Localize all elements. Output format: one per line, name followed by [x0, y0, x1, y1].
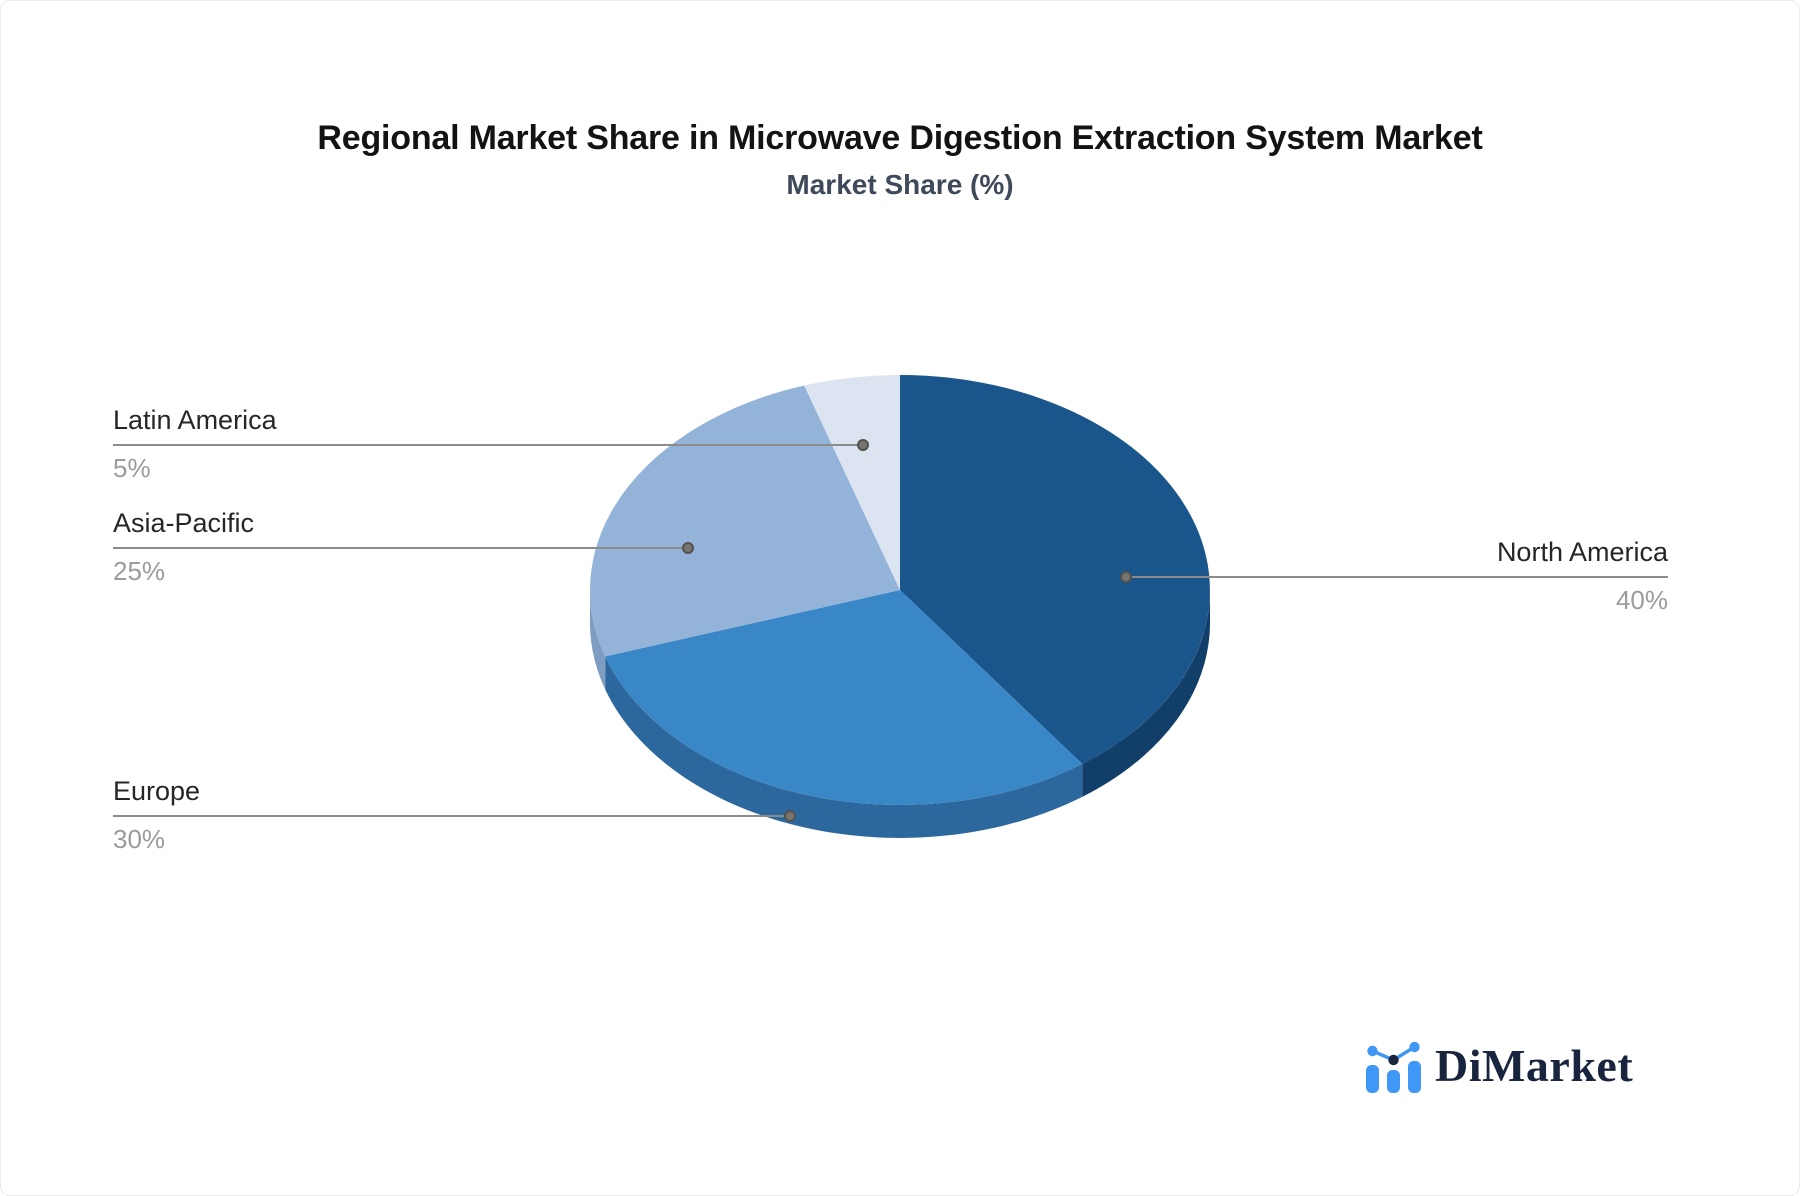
slice-label-latin-america: Latin America	[113, 404, 863, 446]
bar-chart-with-trend-icon	[1366, 1041, 1421, 1093]
chart-subtitle: Market Share (%)	[786, 169, 1014, 200]
pie-slice-europe	[605, 590, 1083, 805]
pie-slice-side-north-america	[1082, 590, 1210, 797]
leader-dot-asia-pacific	[682, 542, 694, 554]
leader-dot-latin-america	[857, 439, 869, 451]
chart-title: Regional Market Share in Microwave Diges…	[317, 119, 1483, 157]
pie-slice-north-america	[900, 375, 1210, 764]
pie-slice-side-asia-pacific	[590, 590, 606, 690]
callout-asia-pacific: Asia-Pacific 25%	[113, 507, 688, 586]
pie-slice-asia-pacific	[590, 385, 900, 657]
slice-percent-asia-pacific: 25%	[113, 556, 166, 586]
slice-label-north-america: North America	[1126, 536, 1668, 578]
pie-slice-latin-america	[804, 375, 900, 590]
slice-label-asia-pacific: Asia-Pacific	[113, 507, 688, 549]
callout-europe: Europe 30%	[113, 775, 790, 854]
slice-label-europe: Europe	[113, 775, 790, 817]
slice-percent-north-america: 40%	[1615, 585, 1668, 615]
slice-percent-europe: 30%	[113, 824, 166, 854]
brand-logo: DiMarket	[1366, 1038, 1633, 1094]
leader-dot-north-america	[1120, 571, 1132, 583]
pie-slice-side-europe	[605, 656, 1083, 838]
slice-percent-latin-america: 5%	[113, 453, 151, 483]
brand-logo-text: DiMarket	[1435, 1040, 1634, 1091]
leader-dot-europe	[784, 810, 796, 822]
callout-latin-america: Latin America 5%	[113, 404, 863, 483]
callout-north-america: North America 40%	[1126, 536, 1668, 615]
